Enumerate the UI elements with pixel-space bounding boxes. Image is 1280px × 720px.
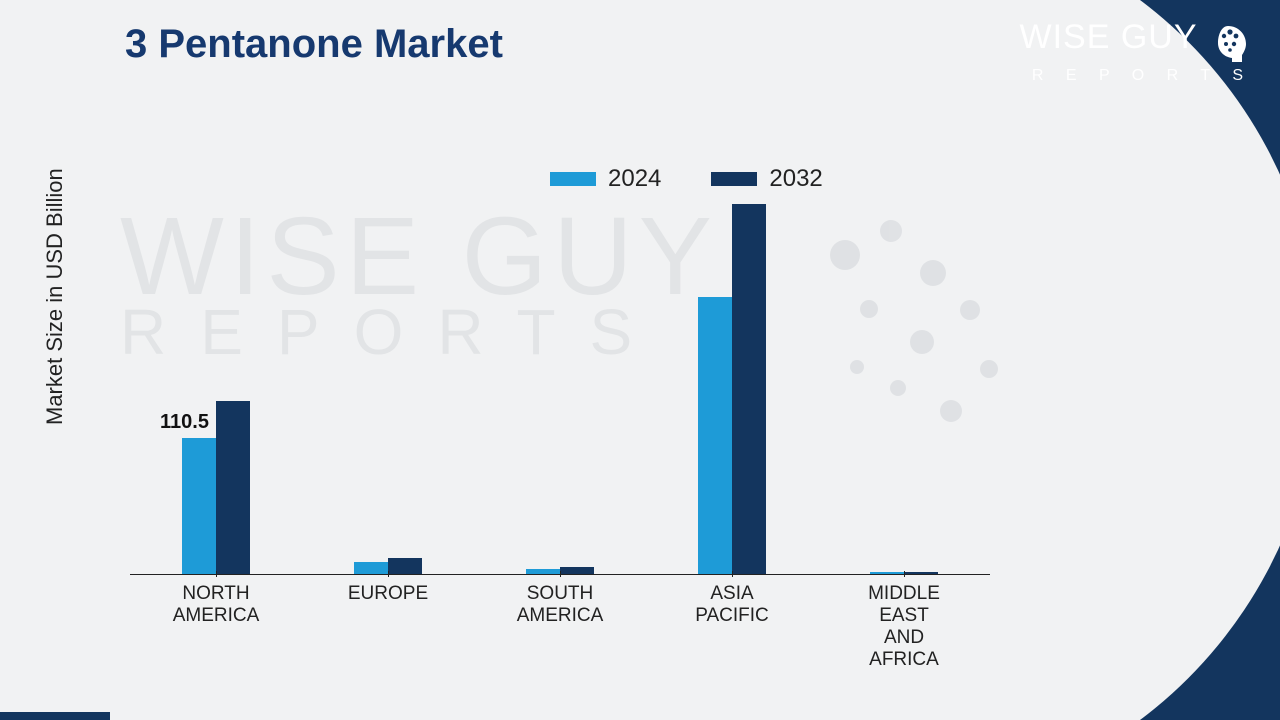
brand-logo-line2: R E P O R T S <box>1020 68 1252 84</box>
y-axis-label: Market Size in USD Billion <box>42 168 68 425</box>
x-category-label: ASIAPACIFIC <box>646 577 818 670</box>
legend-label-2032: 2032 <box>769 165 822 193</box>
x-category-label: NORTHAMERICA <box>130 577 302 670</box>
legend-label-2024: 2024 <box>608 165 661 193</box>
bar-2032 <box>216 401 250 574</box>
bar-chart: Market Size in USD Billion 2024 2032 110… <box>90 165 1010 645</box>
chart-title: 3 Pentanone Market <box>125 22 503 67</box>
bottom-accent-bar <box>0 712 110 720</box>
chart-legend: 2024 2032 <box>550 165 823 193</box>
bar-2032 <box>560 567 594 574</box>
x-category-label: SOUTHAMERICA <box>474 577 646 670</box>
bar-2024 <box>526 569 560 574</box>
legend-item-2024: 2024 <box>550 165 661 193</box>
bar-2032 <box>904 572 938 574</box>
brand-logo: WISE GUY R E P O R T S <box>1020 20 1252 84</box>
bar-2024 <box>354 562 388 574</box>
brand-head-icon <box>1208 22 1252 66</box>
bar-2032 <box>388 558 422 574</box>
brand-logo-line1: WISE GUY <box>1020 18 1198 56</box>
legend-item-2032: 2032 <box>711 165 822 193</box>
page-root: WISE GUY REPORTS 3 Pentanone Market WISE… <box>0 0 1280 720</box>
bar-2032 <box>732 204 766 574</box>
bar-2024 <box>698 297 732 575</box>
plot-area: 110.5 <box>130 205 990 575</box>
legend-swatch-2024 <box>550 172 596 186</box>
x-category-label: EUROPE <box>302 577 474 670</box>
bar-2024 <box>182 438 216 574</box>
bar-value-label: 110.5 <box>160 411 209 434</box>
bar-2024 <box>870 572 904 574</box>
bar-group <box>698 204 766 574</box>
x-axis: NORTHAMERICAEUROPESOUTHAMERICAASIAPACIFI… <box>130 577 990 670</box>
legend-swatch-2032 <box>711 172 757 186</box>
x-category-label: MIDDLEEASTANDAFRICA <box>818 577 990 670</box>
